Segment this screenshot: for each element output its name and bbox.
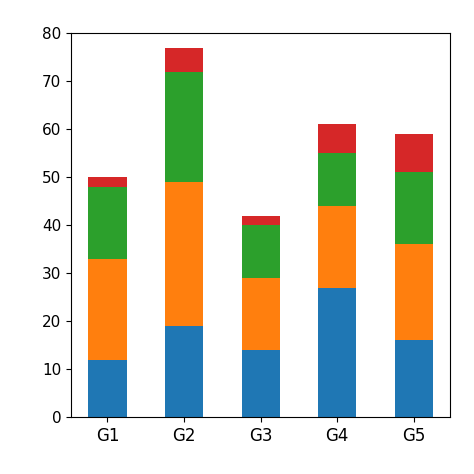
Bar [165,72,203,182]
Bar [88,187,127,259]
Bar [242,225,280,278]
Bar [242,278,280,350]
Bar [88,359,127,417]
Bar [395,245,433,340]
Bar [242,350,280,417]
Bar [395,173,433,245]
Bar [318,124,356,153]
Bar [318,153,356,206]
Bar [318,288,356,417]
Bar [395,340,433,417]
Bar [165,47,203,72]
Bar [165,182,203,326]
Bar [88,177,127,187]
Bar [165,326,203,417]
Bar [395,134,433,173]
Bar [88,259,127,359]
Bar [242,216,280,225]
Bar [318,206,356,288]
